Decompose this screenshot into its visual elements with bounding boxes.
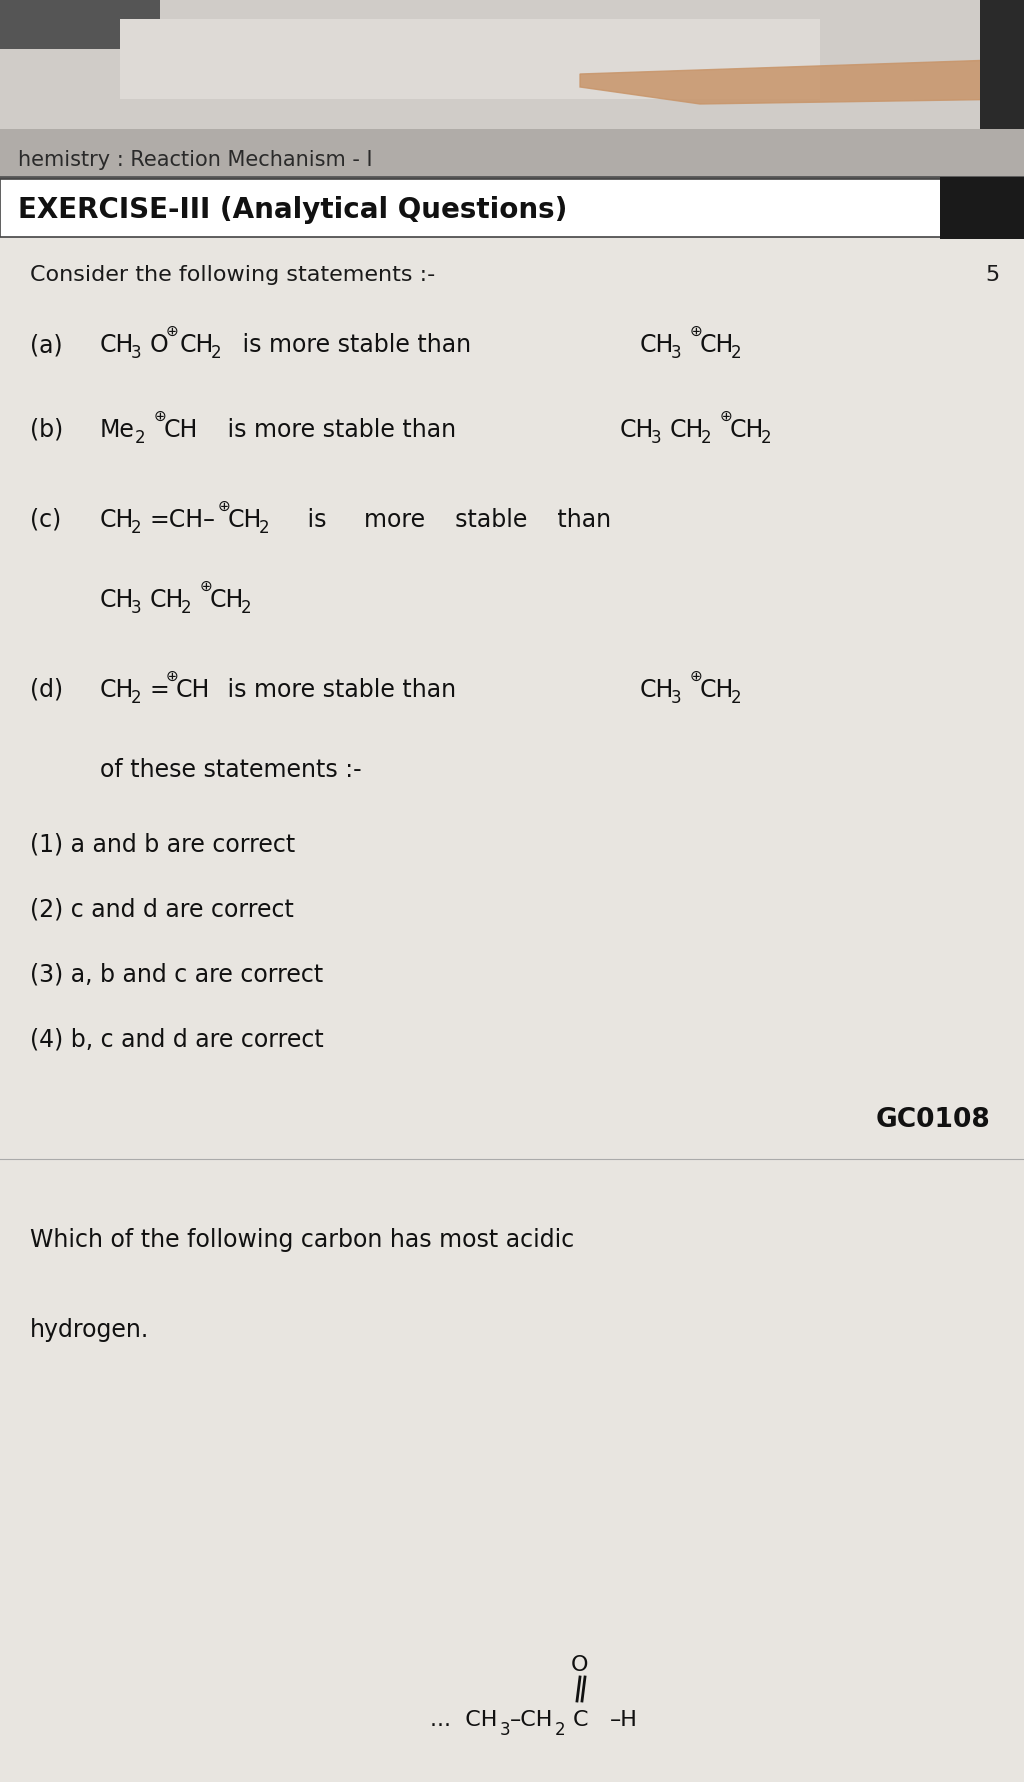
Text: 2: 2 <box>259 519 269 536</box>
Text: (c): (c) <box>30 508 61 531</box>
Text: 3: 3 <box>671 344 682 362</box>
Text: CH: CH <box>228 508 262 531</box>
Text: 2: 2 <box>131 688 141 707</box>
Text: –H: –H <box>610 1709 638 1729</box>
Text: 2: 2 <box>701 429 712 447</box>
Text: CH: CH <box>640 677 675 702</box>
Text: ⊕: ⊕ <box>690 668 702 683</box>
Text: (d): (d) <box>30 677 63 702</box>
Text: ⊕: ⊕ <box>690 323 702 339</box>
Text: is     more    stable    than: is more stable than <box>285 508 611 531</box>
FancyBboxPatch shape <box>0 0 160 50</box>
Text: CH: CH <box>100 508 134 531</box>
FancyBboxPatch shape <box>0 180 950 237</box>
Text: CH: CH <box>180 333 214 356</box>
FancyBboxPatch shape <box>940 178 1024 241</box>
Text: CH: CH <box>150 588 184 611</box>
Text: 2: 2 <box>211 344 221 362</box>
Text: O: O <box>150 333 169 356</box>
Text: CH: CH <box>100 677 134 702</box>
Text: 2: 2 <box>731 688 741 707</box>
Text: ⊕: ⊕ <box>200 577 213 593</box>
Text: is more stable than: is more stable than <box>220 677 464 702</box>
FancyBboxPatch shape <box>0 130 1024 180</box>
Text: =CH–: =CH– <box>150 508 216 531</box>
Text: is more stable than: is more stable than <box>234 333 478 356</box>
FancyBboxPatch shape <box>980 0 1024 130</box>
Text: 3: 3 <box>500 1720 511 1737</box>
Text: 2: 2 <box>135 429 145 447</box>
Text: ...  CH: ... CH <box>430 1709 498 1729</box>
Text: hydrogen.: hydrogen. <box>30 1317 150 1342</box>
Text: ⊕: ⊕ <box>166 668 179 683</box>
Text: CH: CH <box>730 417 764 442</box>
Text: CH: CH <box>164 417 199 442</box>
Text: Consider the following statements :-: Consider the following statements :- <box>30 266 435 285</box>
Text: 5: 5 <box>986 266 1000 285</box>
Text: 3: 3 <box>671 688 682 707</box>
Text: 3: 3 <box>131 344 141 362</box>
Text: 2: 2 <box>131 519 141 536</box>
Text: (2) c and d are correct: (2) c and d are correct <box>30 898 294 921</box>
Text: Which of the following carbon has most acidic: Which of the following carbon has most a… <box>30 1228 574 1251</box>
Text: –CH: –CH <box>510 1709 553 1729</box>
Text: 2: 2 <box>241 599 252 617</box>
Text: (b): (b) <box>30 417 63 442</box>
Text: of these statements :-: of these statements :- <box>100 757 361 782</box>
Text: CH: CH <box>670 417 705 442</box>
Text: CH: CH <box>620 417 654 442</box>
Text: ⊕: ⊕ <box>720 408 733 424</box>
Text: ⊕: ⊕ <box>154 408 167 424</box>
Text: (a): (a) <box>30 333 62 356</box>
Text: 3: 3 <box>131 599 141 617</box>
Text: O: O <box>571 1654 589 1673</box>
Text: =: = <box>150 677 170 702</box>
Text: CH: CH <box>700 333 734 356</box>
Text: C: C <box>572 1709 588 1729</box>
Text: CH: CH <box>100 333 134 356</box>
Text: ⊕: ⊕ <box>166 323 179 339</box>
Text: 2: 2 <box>731 344 741 362</box>
Text: 3: 3 <box>651 429 662 447</box>
Text: Me: Me <box>100 417 135 442</box>
Text: CH: CH <box>100 588 134 611</box>
Text: CH: CH <box>210 588 245 611</box>
FancyBboxPatch shape <box>120 20 820 100</box>
Text: CH: CH <box>700 677 734 702</box>
Text: 2: 2 <box>761 429 772 447</box>
Text: (4) b, c and d are correct: (4) b, c and d are correct <box>30 1028 324 1051</box>
Text: (3) a, b and c are correct: (3) a, b and c are correct <box>30 962 324 987</box>
Text: EXERCISE-III (Analytical Questions): EXERCISE-III (Analytical Questions) <box>18 196 567 225</box>
Text: hemistry : Reaction Mechanism - I: hemistry : Reaction Mechanism - I <box>18 150 373 169</box>
FancyBboxPatch shape <box>0 0 1024 130</box>
Text: ⊕: ⊕ <box>218 499 230 513</box>
Text: 2: 2 <box>555 1720 565 1737</box>
Polygon shape <box>580 61 1024 105</box>
Text: (1) a and b are correct: (1) a and b are correct <box>30 832 295 857</box>
Text: GC0108: GC0108 <box>876 1107 990 1132</box>
Text: CH: CH <box>176 677 210 702</box>
Text: CH: CH <box>640 333 675 356</box>
Text: 2: 2 <box>181 599 191 617</box>
Text: is more stable than: is more stable than <box>220 417 464 442</box>
